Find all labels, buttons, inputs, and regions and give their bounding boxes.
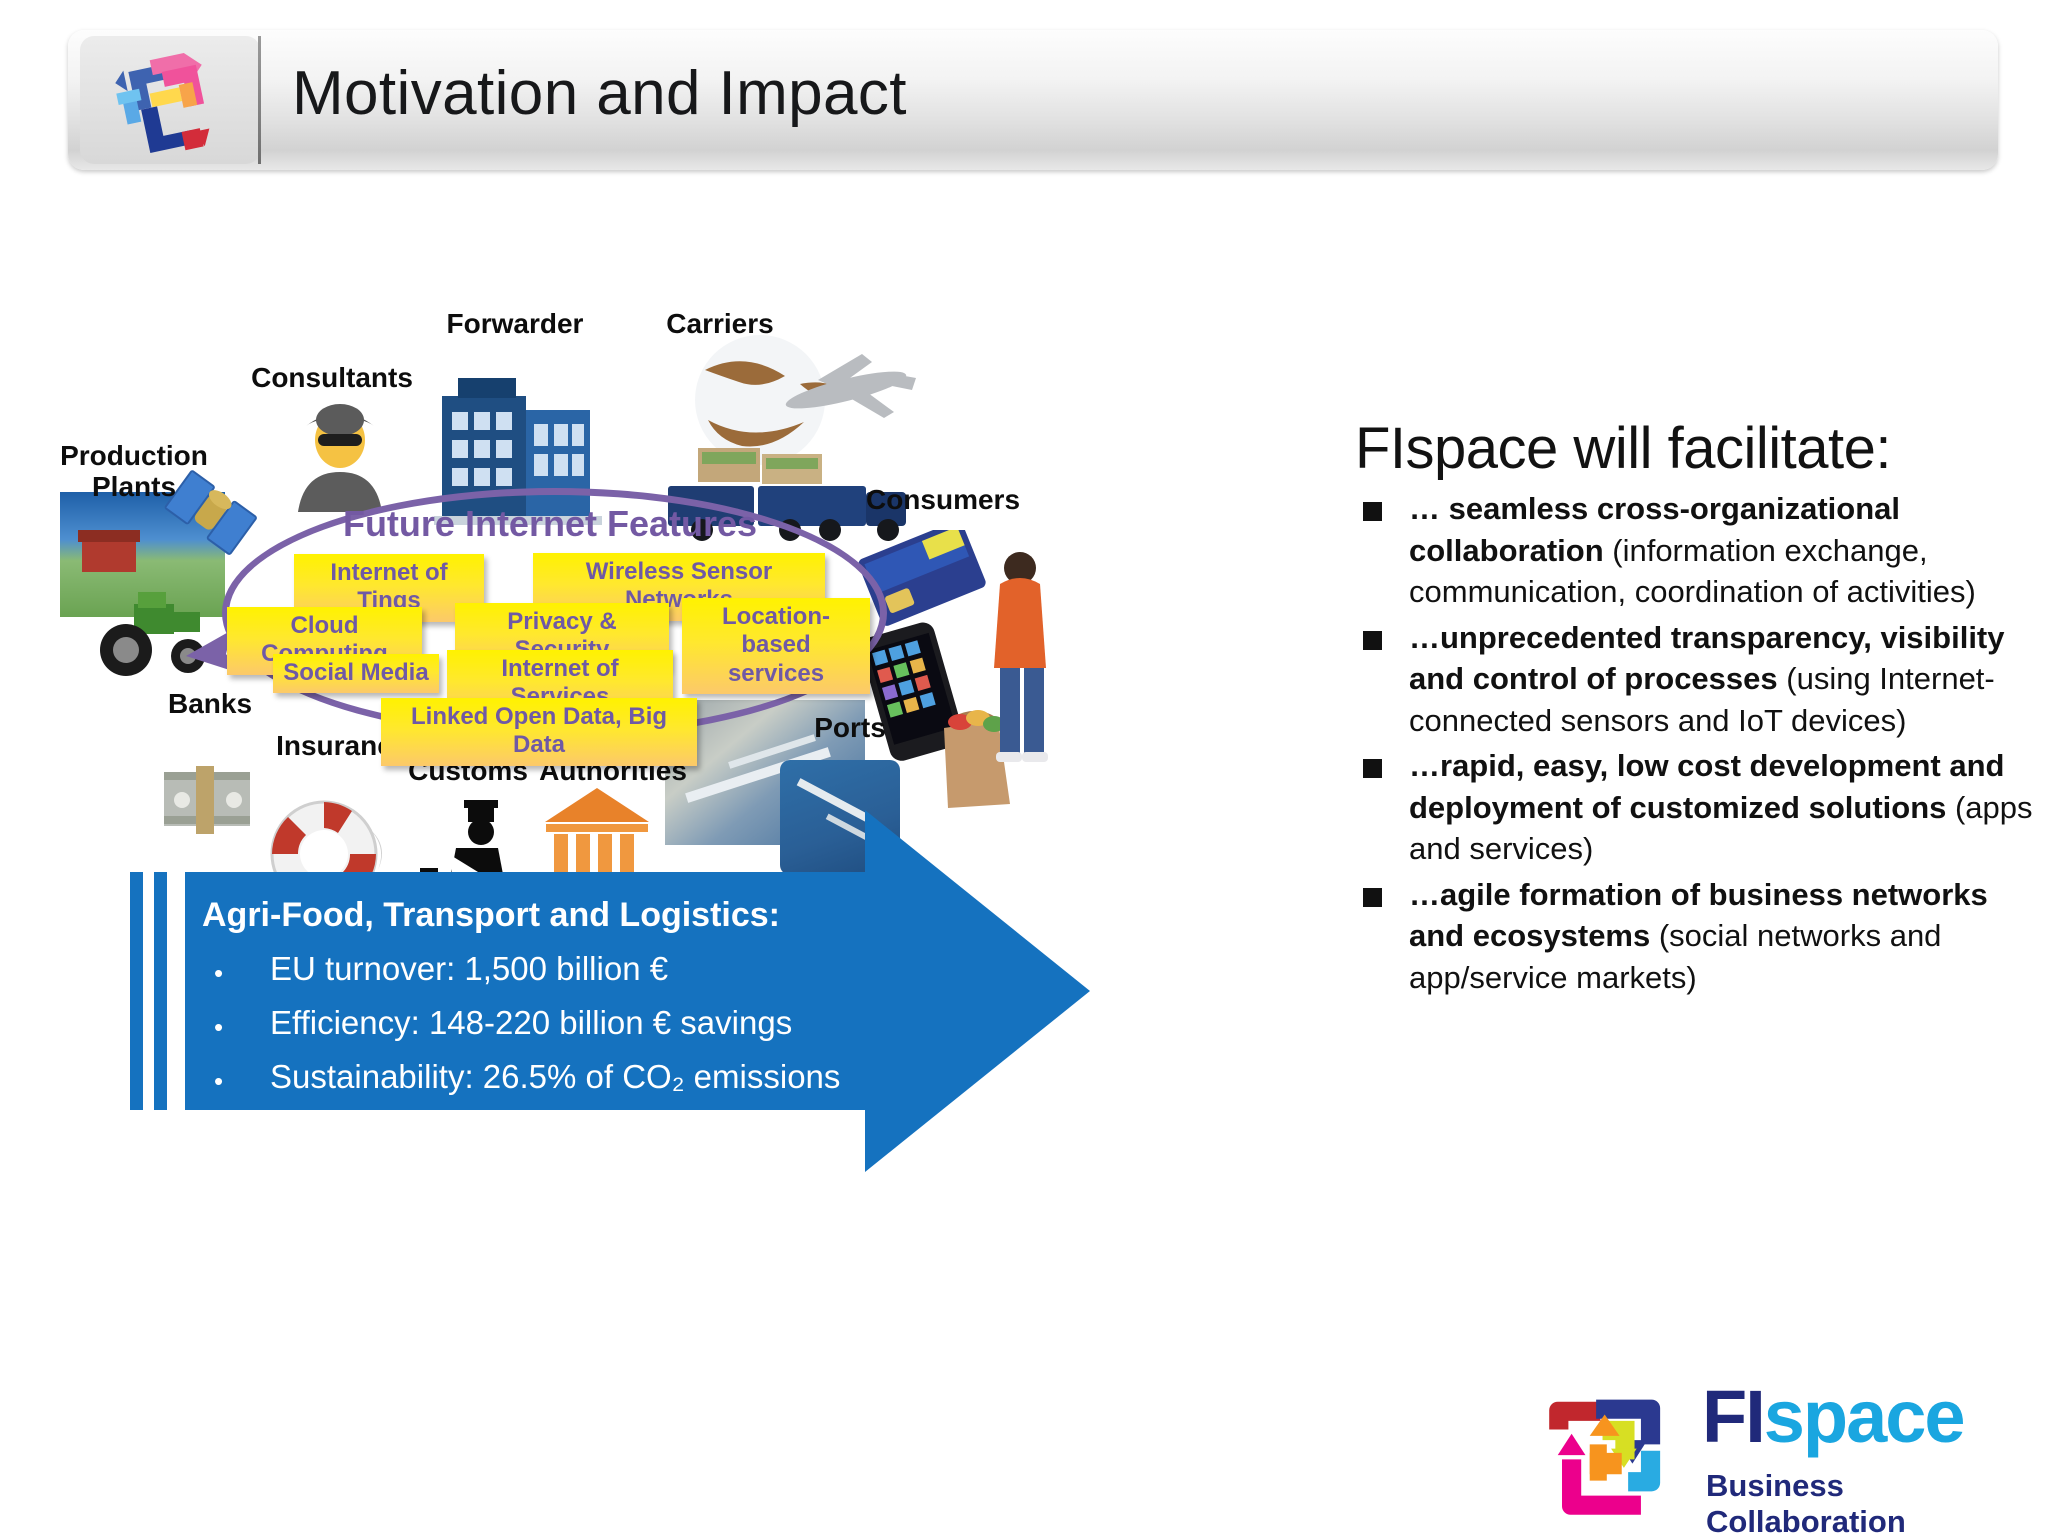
banner-bullet-0: •: [214, 958, 224, 988]
ellipse-title: Future Internet Features: [342, 503, 758, 544]
satellite-icon: [164, 470, 257, 555]
banner-item-1: Efficiency: 148-220 billion € savings: [270, 1004, 793, 1041]
banner-bullet-1: •: [214, 1012, 224, 1042]
feature-tag-linked-open-data[interactable]: Linked Open Data, Big Data: [381, 698, 697, 766]
fispace-cycle-logo-icon: [1549, 1399, 1661, 1515]
facilitate-bullet-1: …unprecedented transparency, visibility …: [1355, 617, 2035, 742]
square-bullet-icon: [1363, 887, 1382, 907]
banknotes-icon: [164, 766, 250, 834]
banner-item-0: EU turnover: 1,500 billion €: [270, 950, 669, 987]
node-label-banks: Banks: [167, 688, 253, 719]
square-bullet-icon: [1363, 759, 1382, 779]
square-bullet-icon: [1363, 630, 1382, 650]
facilitate-title: FIspace will facilitate:: [1355, 416, 1891, 481]
bullet-0-bold: … seamless cross-organizational collabor…: [1409, 491, 1901, 568]
node-label-consultants: Consultants: [251, 362, 413, 393]
feature-tag-location-based-services[interactable]: Location-based services: [682, 598, 870, 694]
bullet-0-rest: (information exchange, communication, co…: [1409, 532, 1976, 610]
facilitate-bullet-list: … seamless cross-organizational collabor…: [1355, 488, 2035, 998]
bullet-1-rest: (using Internet-connected sensors and Io…: [1409, 661, 1995, 738]
header-divider: [258, 36, 261, 164]
feature-tag-social-media[interactable]: Social Media: [273, 654, 439, 694]
facilitate-section: FIspace will facilitate: … seamless cros…: [1355, 415, 2035, 1002]
bullet-3-bold: …agile formation of business networks an…: [1409, 876, 1988, 954]
facilitate-bullet-3: …agile formation of business networks an…: [1355, 874, 2035, 999]
banner-item-2: Sustainability: 26.5% of CO₂ emissions: [270, 1058, 841, 1095]
banner-stripe-1: [130, 872, 143, 1110]
node-label-forwarder: Forwarder: [446, 308, 584, 339]
footer-logo-wordmark: FIspace: [1702, 1374, 1966, 1459]
bullet-3-rest: (social networks and app/service markets…: [1409, 918, 1942, 995]
node-label-production-plants: Production Plants: [40, 440, 228, 503]
facilitate-bullet-0: … seamless cross-organizational collabor…: [1355, 488, 2035, 613]
impact-banner: Agri-Food, Transport and Logistics: • EU…: [130, 810, 1160, 1182]
banner-arrow-head-icon: [865, 810, 1090, 1172]
production-plants-line1: Production Plants: [60, 440, 208, 503]
header-logo-icon: [80, 36, 260, 164]
bullet-2-bold: …rapid, easy, low cost development and d…: [1409, 748, 2005, 825]
banner-title: Agri-Food, Transport and Logistics:: [202, 896, 780, 934]
facilitate-bullet-2: …rapid, easy, low cost development and d…: [1355, 745, 2035, 870]
footer-logo-tagline: Business Collaboration: [1706, 1468, 1906, 1539]
node-label-carriers: Carriers: [666, 308, 774, 339]
banner-stripe-2: [154, 872, 167, 1110]
fispace-footer-logo: FIspace Business Collaboration: [1530, 1375, 2030, 1539]
shopper-smartphone-icon: [858, 530, 1048, 808]
footer-logo-fi: FI: [1702, 1375, 1766, 1458]
bullet-1-bold: …unprecedented transparency, visibility …: [1409, 619, 2005, 697]
banner-body: [185, 872, 865, 1110]
page-title: Motivation and Impact: [292, 59, 907, 128]
bullet-2-rest: (apps and services): [1409, 789, 2033, 867]
square-bullet-icon: [1363, 502, 1382, 521]
banner-bullet-2: •: [214, 1066, 224, 1096]
slide-header-bar: [68, 30, 1998, 170]
consultant-person-icon: [298, 404, 382, 512]
footer-logo-space: space: [1763, 1375, 1966, 1458]
ecosystem-diagram: Forwarder Carriers Consultants Productio…: [0, 190, 1048, 1440]
node-label-ports: Ports: [814, 712, 886, 743]
node-label-consumers: Consumers: [865, 484, 1021, 515]
